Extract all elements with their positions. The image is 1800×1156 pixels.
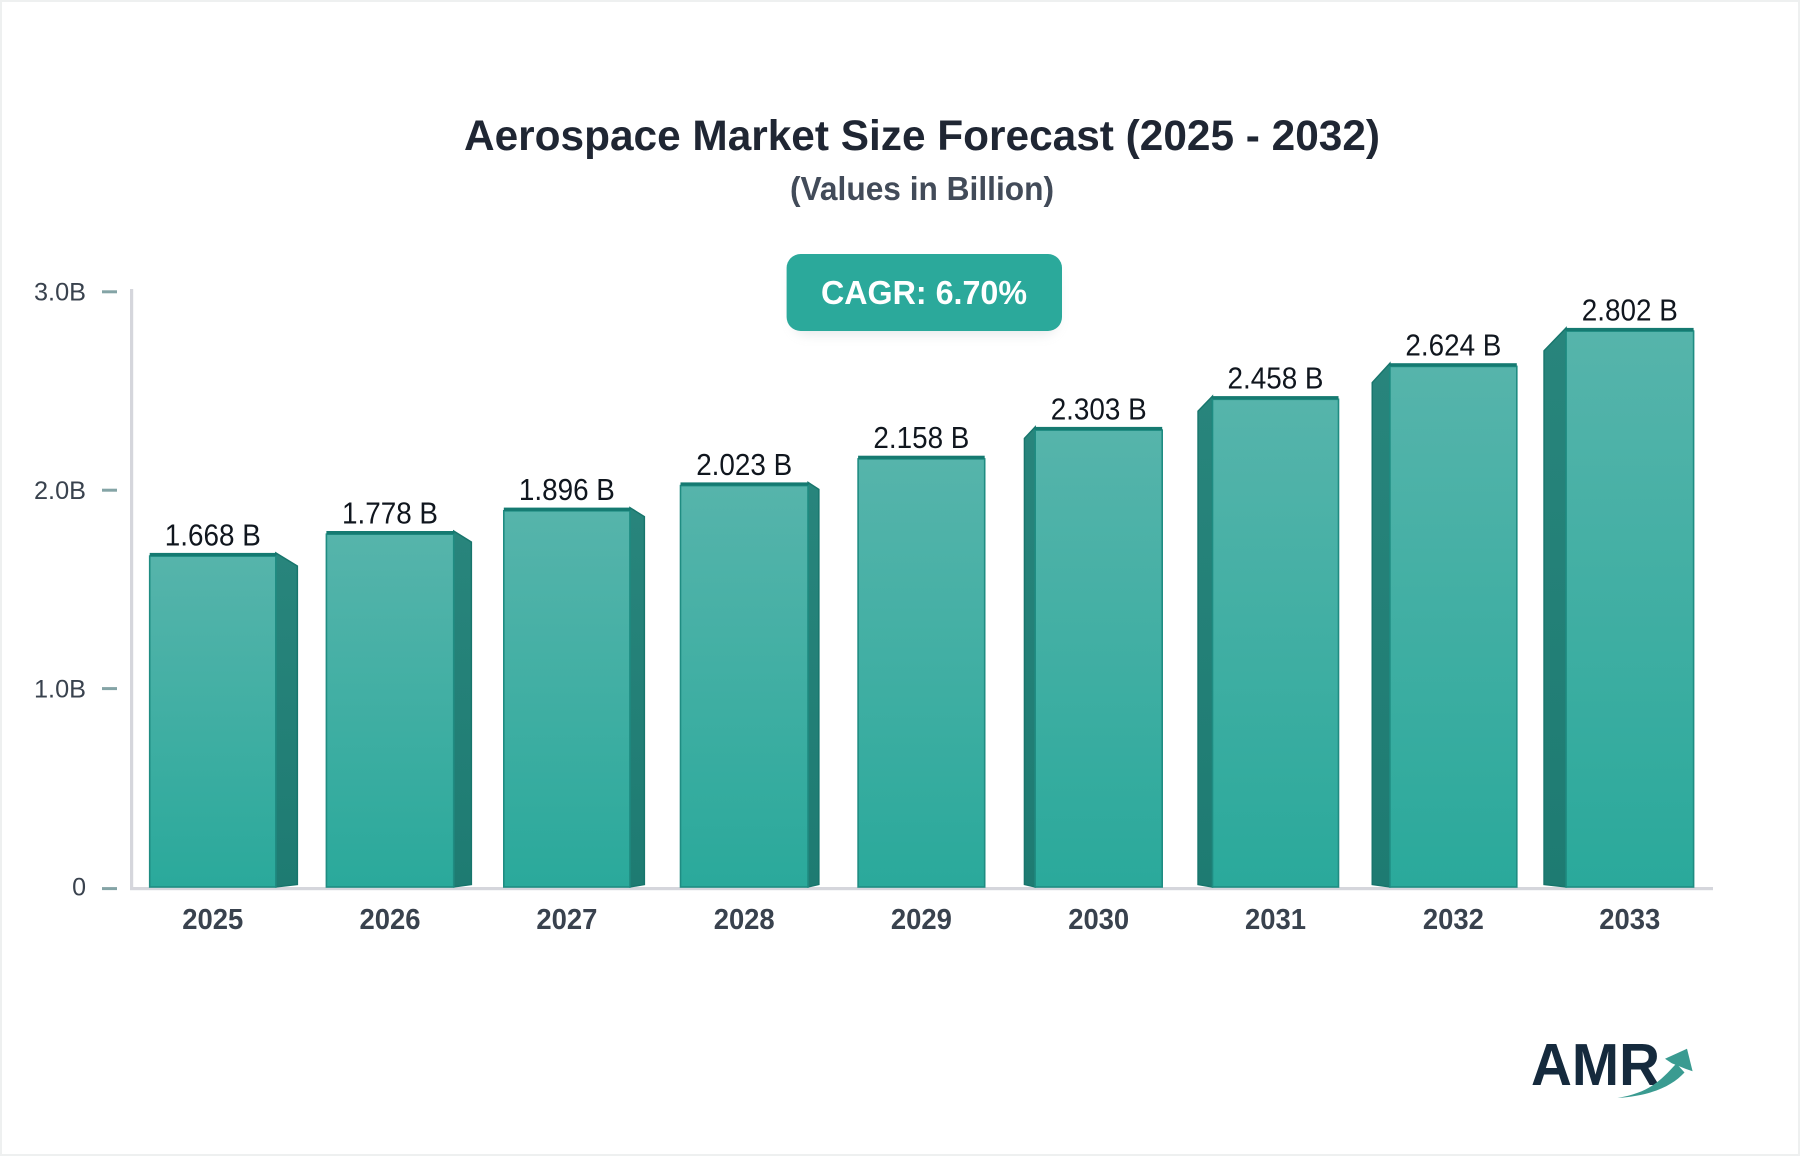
svg-text:2026: 2026 xyxy=(360,904,421,936)
svg-text:1.896 B: 1.896 B xyxy=(519,472,615,507)
svg-text:0: 0 xyxy=(72,873,86,901)
svg-text:2032: 2032 xyxy=(1423,904,1484,936)
svg-text:2.802 B: 2.802 B xyxy=(1582,292,1678,327)
svg-text:2.023 B: 2.023 B xyxy=(696,447,792,482)
svg-text:2025: 2025 xyxy=(182,904,243,936)
svg-text:2031: 2031 xyxy=(1245,904,1306,936)
svg-text:2033: 2033 xyxy=(1599,904,1660,936)
svg-text:2.0B: 2.0B xyxy=(34,477,86,505)
svg-text:2.624 B: 2.624 B xyxy=(1405,328,1501,363)
svg-text:2.303 B: 2.303 B xyxy=(1051,391,1147,426)
svg-text:2.158 B: 2.158 B xyxy=(873,420,969,455)
svg-text:1.778 B: 1.778 B xyxy=(342,496,438,531)
svg-text:1.668 B: 1.668 B xyxy=(165,517,261,552)
svg-text:3.0B: 3.0B xyxy=(34,279,86,307)
svg-text:2028: 2028 xyxy=(714,904,775,936)
svg-text:2.458 B: 2.458 B xyxy=(1228,361,1324,396)
svg-text:Aerospace Market Size Forecast: Aerospace Market Size Forecast (2025 - 2… xyxy=(464,112,1380,160)
svg-text:2029: 2029 xyxy=(891,904,952,936)
svg-text:2027: 2027 xyxy=(536,904,597,936)
svg-text:AMR: AMR xyxy=(1531,1032,1660,1098)
svg-text:1.0B: 1.0B xyxy=(34,675,86,703)
svg-text:2030: 2030 xyxy=(1068,904,1129,936)
svg-text:CAGR: 6.70%: CAGR: 6.70% xyxy=(821,274,1027,311)
svg-text:(Values in Billion): (Values in Billion) xyxy=(790,170,1054,207)
